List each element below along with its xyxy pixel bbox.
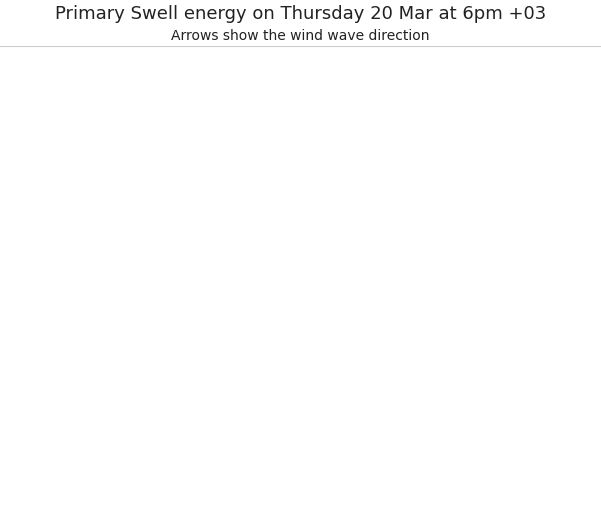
Text: Arrows show the wind wave direction: Arrows show the wind wave direction [171,29,430,43]
Text: cartopy not available: cartopy not available [197,269,404,288]
Text: Primary Swell energy on Thursday 20 Mar at 6pm +03: Primary Swell energy on Thursday 20 Mar … [55,5,546,23]
